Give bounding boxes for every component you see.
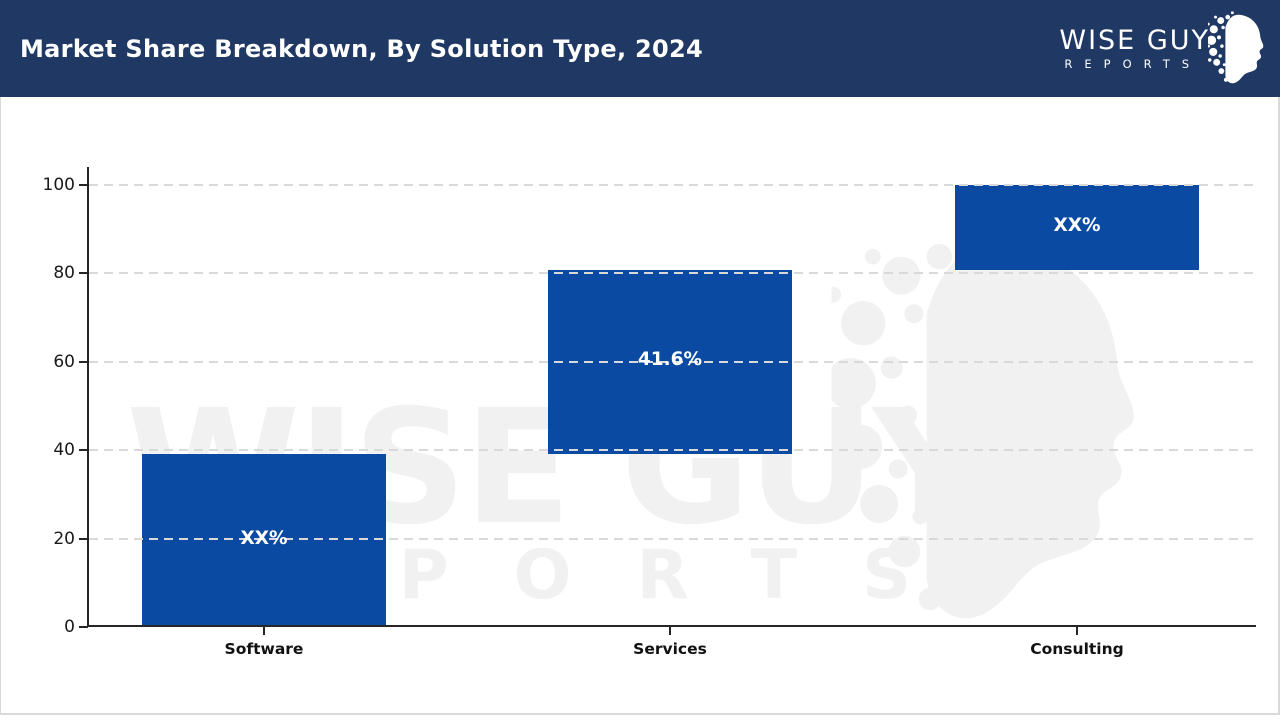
y-tick-label-40: 40 xyxy=(53,440,75,460)
x-axis-spine xyxy=(87,625,1256,627)
x-tick-services xyxy=(669,627,671,635)
y-tick-label-80: 80 xyxy=(53,263,75,283)
header-bar: Market Share Breakdown, By Solution Type… xyxy=(0,0,1280,97)
logo: WISE GUY REPORTS xyxy=(1059,10,1266,88)
bar-label-software: XX% xyxy=(240,528,288,549)
gridline-40 xyxy=(89,449,1256,451)
y-tick-label-20: 20 xyxy=(53,529,75,549)
figure-border-left xyxy=(0,97,1,715)
gridline-100 xyxy=(89,184,1256,186)
plot-area: WISE GUY REPORTS 0 20 40 60 80 100 Software Ser… xyxy=(0,97,1280,713)
figure-border-right xyxy=(1278,97,1280,715)
gridline-80 xyxy=(89,272,1256,274)
x-tick-software xyxy=(263,627,265,635)
y-tick-label-60: 60 xyxy=(53,352,75,372)
y-tick-20 xyxy=(79,538,88,540)
y-tick-80 xyxy=(79,272,88,274)
x-tick-label-consulting: Consulting xyxy=(1030,640,1124,658)
y-tick-60 xyxy=(79,361,88,363)
y-axis-spine xyxy=(87,167,89,627)
bar-label-consulting: XX% xyxy=(1053,215,1101,236)
chart-title: Market Share Breakdown, By Solution Type… xyxy=(20,34,704,63)
logo-reports: REPORTS xyxy=(1064,57,1202,72)
bar-consulting xyxy=(955,185,1199,270)
y-tick-40 xyxy=(79,449,88,451)
y-tick-100 xyxy=(79,184,88,186)
y-tick-0 xyxy=(79,626,88,628)
figure-border-bottom xyxy=(0,713,1280,715)
gridline-20 xyxy=(89,538,1256,540)
bar-software xyxy=(142,454,386,627)
bar-label-services: 41.6% xyxy=(637,349,703,370)
x-tick-consulting xyxy=(1076,627,1078,635)
x-tick-label-services: Services xyxy=(633,640,707,658)
gridline-60 xyxy=(89,361,1256,363)
x-tick-label-software: Software xyxy=(224,640,304,658)
y-tick-label-0: 0 xyxy=(64,617,75,637)
logo-wordmark: WISE GUY xyxy=(1059,24,1210,56)
logo-text: WISE GUY REPORTS xyxy=(1059,24,1210,72)
y-tick-label-100: 100 xyxy=(42,175,75,195)
